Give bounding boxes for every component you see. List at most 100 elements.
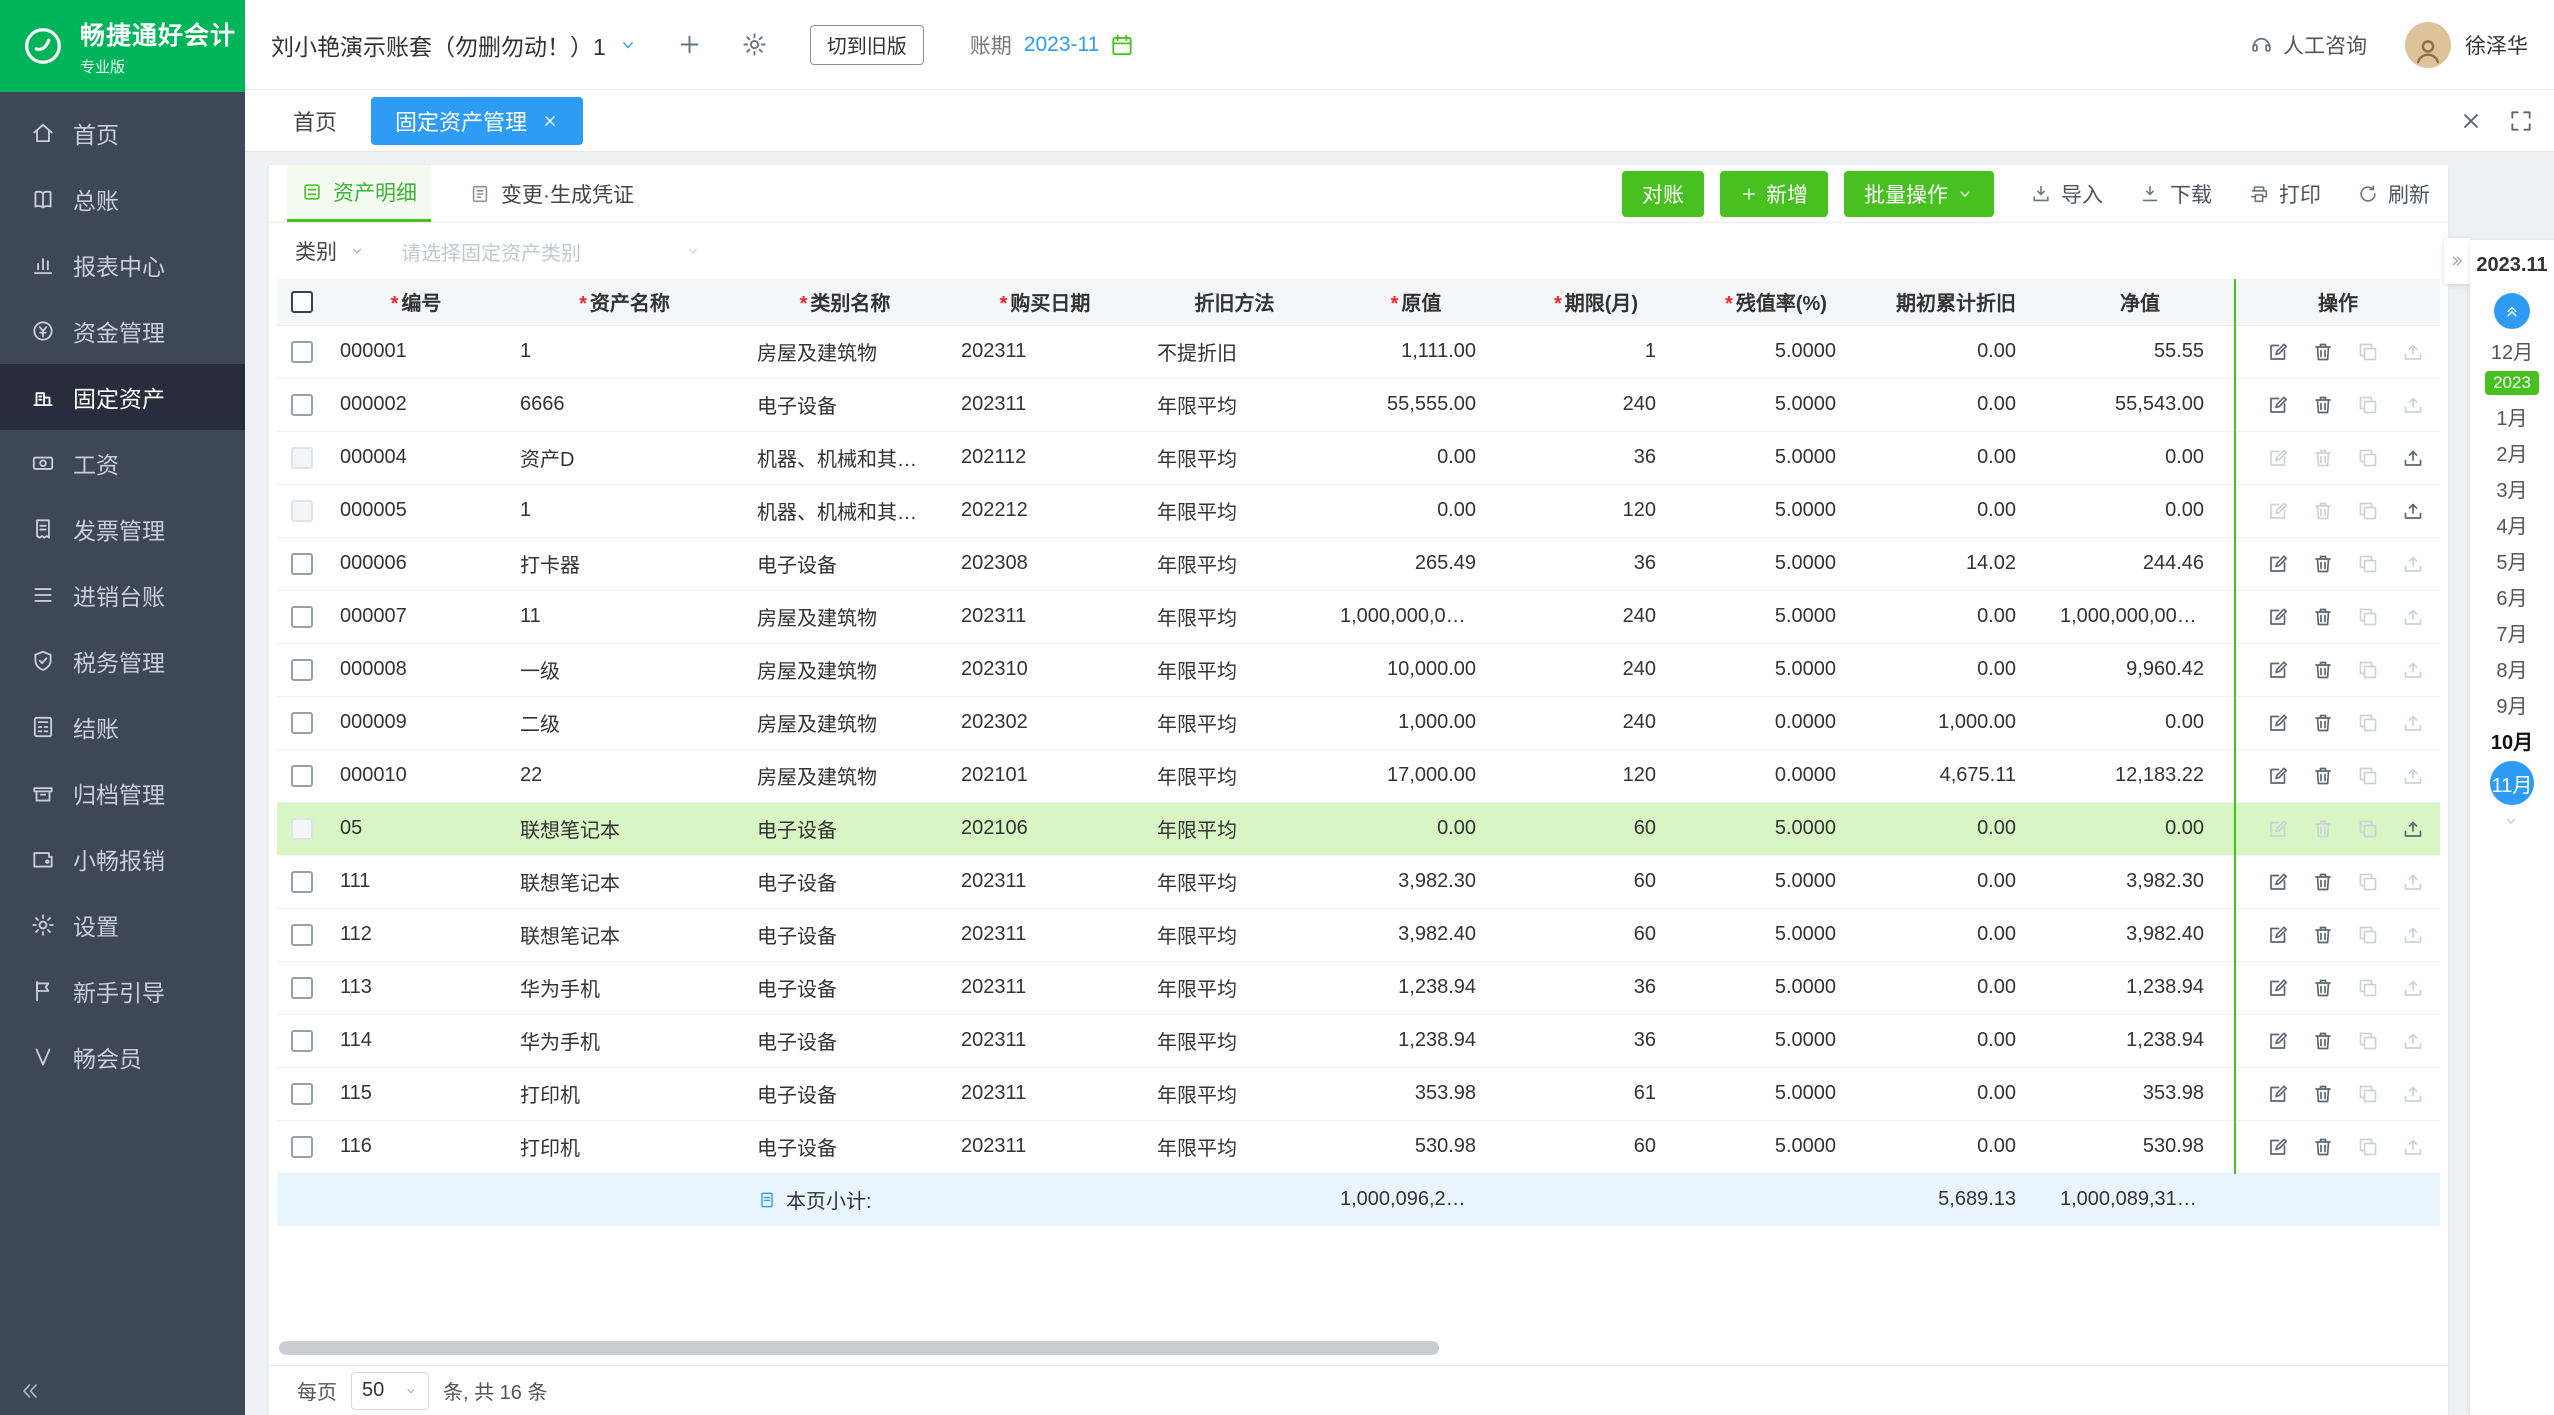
- delete-icon[interactable]: [2311, 340, 2335, 364]
- row-checkbox[interactable]: [290, 658, 313, 681]
- sidebar-item-home[interactable]: 首页: [0, 100, 245, 166]
- table-row[interactable]: 114 华为手机 电子设备 202311 年限平均 1,238.94 36 5.0000 0.0…: [277, 1014, 2440, 1068]
- delete-icon[interactable]: [2311, 499, 2335, 523]
- row-checkbox[interactable]: [290, 605, 313, 628]
- delete-icon[interactable]: [2311, 976, 2335, 1000]
- copy-icon[interactable]: [2356, 923, 2380, 947]
- copy-icon[interactable]: [2356, 817, 2380, 841]
- upload-icon[interactable]: [2401, 870, 2425, 894]
- sidebar-item-salary[interactable]: 工资: [0, 430, 245, 496]
- tab-home[interactable]: 首页: [269, 96, 362, 145]
- edit-icon[interactable]: [2266, 446, 2290, 470]
- switch-old-version-button[interactable]: 切到旧版: [809, 24, 924, 65]
- sidebar-item-tax[interactable]: 税务管理: [0, 628, 245, 694]
- copy-icon[interactable]: [2356, 499, 2380, 523]
- reconcile-button[interactable]: 对账: [1622, 170, 1704, 217]
- calendar-month[interactable]: 4月: [2496, 515, 2528, 538]
- delete-icon[interactable]: [2311, 923, 2335, 947]
- delete-icon[interactable]: [2311, 817, 2335, 841]
- tab-fixed-assets[interactable]: 固定资产管理: [371, 96, 584, 145]
- delete-icon[interactable]: [2311, 764, 2335, 788]
- upload-icon[interactable]: [2401, 923, 2425, 947]
- upload-icon[interactable]: [2401, 499, 2425, 523]
- scrollbar-thumb[interactable]: [279, 1341, 1439, 1355]
- table-row[interactable]: 000007 11 房屋及建筑物 202311 年限平均 1,000,000,000.00…: [277, 590, 2440, 644]
- row-checkbox[interactable]: [290, 393, 313, 416]
- delete-icon[interactable]: [2311, 1082, 2335, 1106]
- table-row[interactable]: 115 打印机 电子设备 202311 年限平均 353.98 61 5.0000 0.00 35…: [277, 1067, 2440, 1121]
- tab-close-icon[interactable]: [541, 112, 559, 130]
- sidebar-item-expense[interactable]: 小畅报销: [0, 826, 245, 892]
- sidebar-item-ledger[interactable]: 总账: [0, 166, 245, 232]
- print-button[interactable]: 打印: [2248, 179, 2321, 209]
- sidebar-item-guide[interactable]: 新手引导: [0, 958, 245, 1024]
- calendar-month[interactable]: 12月: [2490, 341, 2534, 364]
- table-row[interactable]: 000002 6666 电子设备 202311 年限平均 55,555.00 240 5.00…: [277, 378, 2440, 432]
- calendar-scroll-up[interactable]: [2493, 293, 2530, 329]
- edit-icon[interactable]: [2266, 605, 2290, 629]
- sidebar-item-reports[interactable]: 报表中心: [0, 232, 245, 298]
- add-button[interactable]: 新增: [1720, 170, 1828, 217]
- upload-icon[interactable]: [2401, 1029, 2425, 1053]
- delete-icon[interactable]: [2311, 711, 2335, 735]
- table-row[interactable]: 000010 22 房屋及建筑物 202101 年限平均 17,000.00 120 0.00…: [277, 749, 2440, 803]
- import-button[interactable]: 导入: [2030, 179, 2103, 209]
- table-row[interactable]: 111 联想笔记本 电子设备 202311 年限平均 3,982.30 60 5.0000 0.…: [277, 855, 2440, 909]
- table-row[interactable]: 000006 打卡器 电子设备 202308 年限平均 265.49 36 5.0000 14.…: [277, 537, 2440, 591]
- row-checkbox[interactable]: [290, 764, 313, 787]
- upload-icon[interactable]: [2401, 605, 2425, 629]
- select-all-checkbox[interactable]: [290, 290, 313, 313]
- copy-icon[interactable]: [2356, 1029, 2380, 1053]
- upload-icon[interactable]: [2401, 446, 2425, 470]
- edit-icon[interactable]: [2266, 393, 2290, 417]
- delete-icon[interactable]: [2311, 658, 2335, 682]
- row-checkbox[interactable]: [290, 1135, 313, 1158]
- edit-icon[interactable]: [2266, 1135, 2290, 1159]
- row-checkbox[interactable]: [290, 870, 313, 893]
- close-icon[interactable]: [2458, 108, 2484, 134]
- calendar-icon[interactable]: [1109, 32, 1135, 58]
- table-row[interactable]: 000005 1 机器、机械和其他生... 202212 年限平均 0.00 120 5.00…: [277, 484, 2440, 538]
- calendar-month[interactable]: 8月: [2496, 659, 2528, 682]
- upload-icon[interactable]: [2401, 764, 2425, 788]
- upload-icon[interactable]: [2401, 658, 2425, 682]
- copy-icon[interactable]: [2356, 552, 2380, 576]
- sidebar-item-assets[interactable]: 固定资产: [0, 364, 245, 430]
- support-link[interactable]: 人工咨询: [2283, 34, 2367, 58]
- delete-icon[interactable]: [2311, 552, 2335, 576]
- calendar-month[interactable]: 7月: [2496, 623, 2528, 646]
- sidebar-item-funds[interactable]: 资金管理: [0, 298, 245, 364]
- delete-icon[interactable]: [2311, 870, 2335, 894]
- upload-icon[interactable]: [2401, 1082, 2425, 1106]
- add-icon[interactable]: [676, 31, 703, 58]
- delete-icon[interactable]: [2311, 605, 2335, 629]
- download-button[interactable]: 下载: [2139, 179, 2212, 209]
- calendar-month[interactable]: 10月: [2490, 731, 2534, 754]
- copy-icon[interactable]: [2356, 870, 2380, 894]
- edit-icon[interactable]: [2266, 658, 2290, 682]
- sidebar-collapse-button[interactable]: [0, 1367, 245, 1415]
- page-size-select[interactable]: 50: [351, 1371, 429, 1410]
- edit-icon[interactable]: [2266, 340, 2290, 364]
- calendar-month[interactable]: 2月: [2496, 443, 2528, 466]
- row-checkbox[interactable]: [290, 1029, 313, 1052]
- delete-icon[interactable]: [2311, 1135, 2335, 1159]
- upload-icon[interactable]: [2401, 1135, 2425, 1159]
- sidebar-item-invoice[interactable]: 发票管理: [0, 496, 245, 562]
- calendar-month[interactable]: 6月: [2496, 587, 2528, 610]
- copy-icon[interactable]: [2356, 976, 2380, 1000]
- gear-icon[interactable]: [741, 31, 768, 58]
- fullscreen-icon[interactable]: [2508, 108, 2534, 134]
- copy-icon[interactable]: [2356, 340, 2380, 364]
- edit-icon[interactable]: [2266, 870, 2290, 894]
- table-row[interactable]: 000008 一级 房屋及建筑物 202310 年限平均 10,000.00 240 5.00…: [277, 643, 2440, 697]
- calendar-month[interactable]: 9月: [2496, 695, 2528, 718]
- subtab-change-voucher[interactable]: 变更·生成凭证: [455, 165, 648, 222]
- upload-icon[interactable]: [2401, 976, 2425, 1000]
- calendar-expand-handle[interactable]: [2444, 238, 2470, 284]
- calendar-month[interactable]: 11月: [2489, 761, 2534, 805]
- row-checkbox[interactable]: [290, 340, 313, 363]
- batch-actions-button[interactable]: 批量操作: [1844, 170, 1994, 217]
- edit-icon[interactable]: [2266, 1029, 2290, 1053]
- account-selector[interactable]: 刘小艳演示账套（勿删勿动！）1: [271, 28, 638, 62]
